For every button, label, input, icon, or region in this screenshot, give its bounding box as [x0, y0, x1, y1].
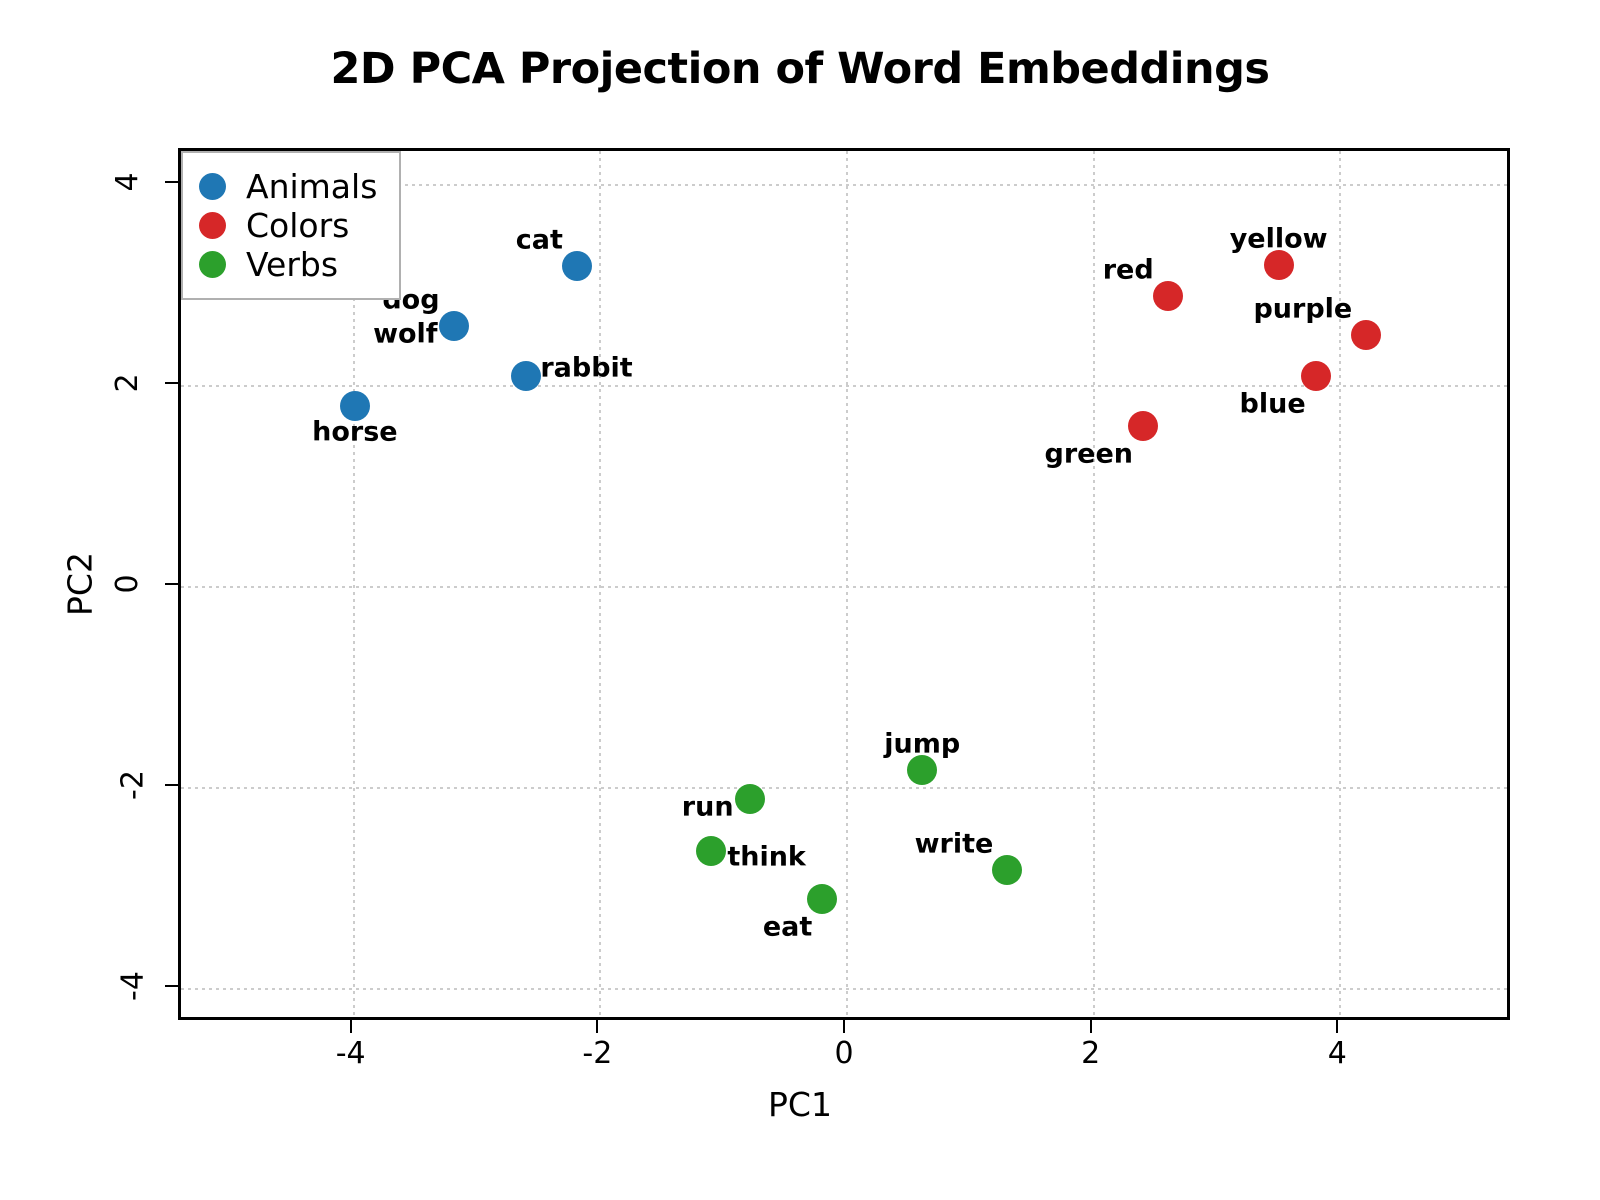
point-label-rabbit: rabbit: [540, 352, 633, 384]
x-axis-tick: [349, 1020, 352, 1033]
gridline-horizontal: [181, 586, 1507, 588]
data-point-dog[interactable]: [438, 310, 469, 341]
y-axis-label: PC2: [60, 552, 100, 616]
x-axis-label: PC1: [768, 1085, 832, 1124]
legend-item-label: Colors: [246, 206, 350, 245]
point-label-green: green: [1044, 438, 1134, 470]
legend-item-label: Verbs: [246, 245, 339, 284]
data-point-cat[interactable]: [561, 250, 592, 281]
y-axis-tick-label: -2: [115, 769, 151, 800]
data-point-blue[interactable]: [1300, 361, 1331, 392]
point-label-eat: eat: [762, 911, 813, 943]
y-axis-tick-label: -4: [115, 970, 151, 1001]
gridline-horizontal: [181, 385, 1507, 388]
point-label-wolf: wolf: [373, 318, 438, 350]
y-axis-tick: [165, 984, 178, 987]
x-axis-tick: [1089, 1020, 1092, 1033]
gridline-vertical: [1339, 151, 1342, 1017]
data-point-yellow[interactable]: [1263, 249, 1294, 280]
point-label-run: run: [681, 791, 734, 823]
point-label-red: red: [1102, 254, 1154, 286]
x-axis-tick-label: 2: [1081, 1036, 1101, 1071]
legend-item-colors[interactable]: Colors: [199, 206, 377, 245]
data-points-layer: cat dog rabbit wolf horse red yellow purple blue…: [181, 151, 1507, 1017]
gridline-vertical: [846, 151, 848, 1017]
x-axis-tick: [1336, 1020, 1339, 1033]
point-label-write: write: [914, 828, 994, 860]
point-label-jump: jump: [884, 728, 961, 760]
data-point-horse[interactable]: [339, 391, 370, 422]
gridline-vertical: [1092, 151, 1095, 1017]
legend-marker-icon: [199, 251, 226, 278]
data-point-eat[interactable]: [807, 884, 838, 915]
data-point-write[interactable]: [992, 855, 1023, 886]
point-label-horse: horse: [312, 416, 398, 448]
legend-item-label: Animals: [246, 167, 378, 206]
gridline-horizontal: [181, 987, 1507, 990]
legend-item-verbs[interactable]: Verbs: [199, 245, 377, 284]
x-axis-tick-label: -4: [335, 1036, 366, 1071]
data-point-run[interactable]: [734, 783, 765, 814]
x-axis-tick-label: -2: [582, 1036, 613, 1071]
y-axis-tick: [165, 783, 178, 786]
legend-box: Animals Colors Verbs: [181, 151, 402, 300]
x-axis-tick: [596, 1020, 599, 1033]
point-label-blue: blue: [1239, 388, 1306, 420]
data-point-green[interactable]: [1128, 411, 1158, 442]
x-axis-tick-label: 0: [834, 1036, 854, 1071]
y-axis-tick-label: 2: [110, 373, 146, 393]
data-point-jump[interactable]: [907, 754, 938, 785]
y-axis-tick: [165, 181, 178, 184]
y-axis-tick-label: 0: [110, 574, 146, 594]
grid-layer: [181, 151, 1507, 1017]
chart-title: 2D PCA Projection of Word Embeddings: [330, 44, 1270, 94]
gridline-vertical: [352, 151, 355, 1017]
legend-marker-icon: [199, 173, 226, 200]
data-point-purple[interactable]: [1351, 319, 1382, 350]
y-axis-tick-label: 4: [110, 172, 146, 192]
point-label-yellow: yellow: [1229, 223, 1328, 255]
data-point-rabbit[interactable]: [511, 361, 542, 392]
y-axis-tick: [165, 382, 178, 385]
y-axis-tick: [165, 583, 178, 585]
point-label-purple: purple: [1253, 293, 1353, 325]
point-label-think: think: [727, 841, 806, 873]
gridline-vertical: [599, 151, 602, 1017]
data-point-think[interactable]: [696, 836, 727, 867]
legend-marker-icon: [199, 212, 226, 239]
legend-item-animals[interactable]: Animals: [199, 167, 377, 206]
data-point-red[interactable]: [1152, 280, 1183, 311]
gridline-horizontal: [181, 786, 1507, 789]
x-axis-tick-label: 4: [1327, 1036, 1347, 1071]
gridline-horizontal: [181, 184, 1507, 187]
x-axis-tick: [843, 1020, 845, 1033]
point-label-cat: cat: [515, 224, 563, 256]
